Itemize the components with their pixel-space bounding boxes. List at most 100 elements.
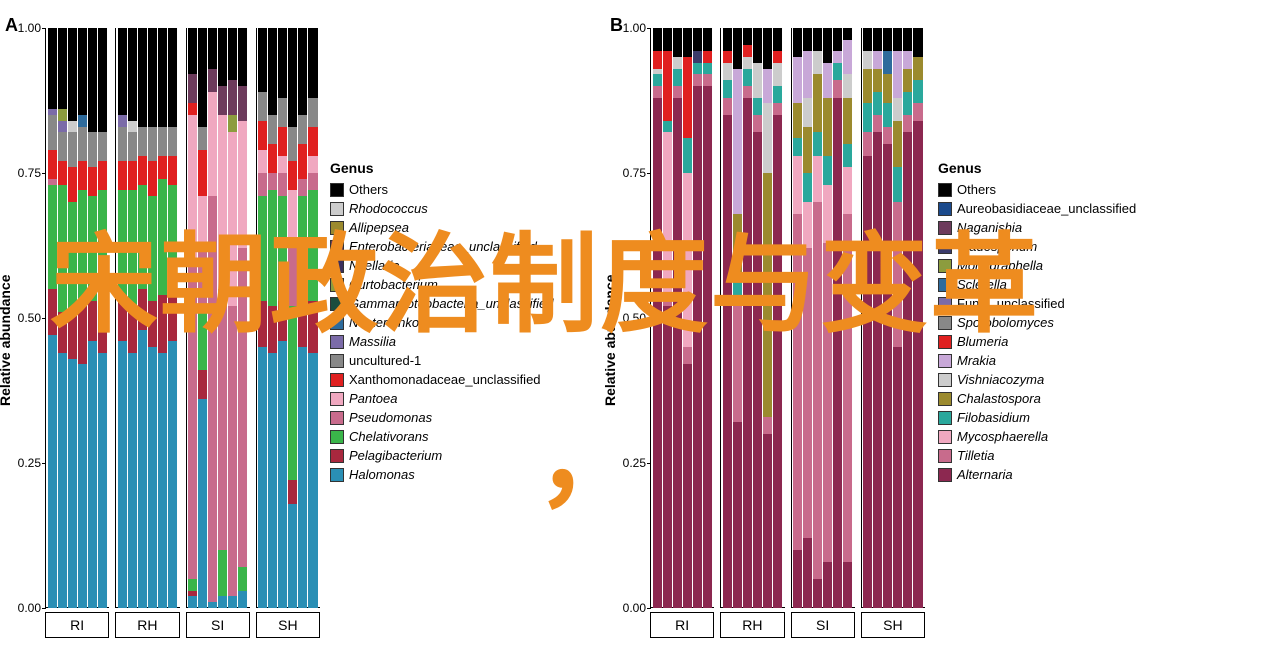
bar-segment: [198, 127, 207, 150]
stacked-bar: [753, 28, 762, 608]
bar-segment: [813, 579, 822, 608]
bar-segment: [218, 596, 227, 608]
bar-segment: [913, 121, 922, 608]
legend-swatch: [330, 240, 344, 254]
stacked-bar: [228, 28, 237, 608]
legend-swatch: [938, 392, 952, 406]
bar-segment: [873, 51, 882, 68]
bar-segment: [813, 28, 822, 51]
bar-segment: [98, 132, 107, 161]
stacked-bar: [138, 28, 147, 608]
bar-segment: [903, 92, 912, 115]
bar-segment: [208, 28, 217, 69]
bar-segment: [128, 28, 137, 121]
bar-segment: [68, 359, 77, 608]
legend-swatch: [938, 354, 952, 368]
facet-label: SI: [186, 612, 250, 638]
bar-segment: [238, 248, 247, 567]
bar-segment: [48, 115, 57, 150]
legend-item: Sclerella: [938, 275, 1136, 294]
bar-segment: [188, 260, 197, 579]
legend-swatch: [330, 202, 344, 216]
legend-swatch: [330, 430, 344, 444]
bar-segment: [58, 353, 67, 608]
legend-swatch: [330, 335, 344, 349]
stacked-bar: [98, 28, 107, 608]
bar-segment: [683, 364, 692, 608]
bar-segment: [148, 28, 157, 127]
bar-segment: [258, 150, 267, 173]
bar-segment: [773, 86, 782, 103]
legend-label: Others: [957, 182, 996, 197]
stacked-bar: [743, 28, 752, 608]
bar-segment: [48, 185, 57, 289]
bar-segment: [148, 161, 157, 196]
bar-segment: [308, 28, 317, 98]
bar-segment: [823, 185, 832, 243]
bar-segment: [723, 80, 732, 97]
legend-item: Others: [938, 180, 1136, 199]
stacked-bar: [218, 28, 227, 608]
bar-segment: [803, 248, 812, 538]
bar-segment: [218, 86, 227, 115]
bar-segment: [48, 150, 57, 179]
bar-segment: [863, 132, 872, 155]
bar-segment: [763, 69, 772, 104]
bar-segment: [148, 127, 157, 162]
bar-segment: [763, 103, 772, 173]
legend-item: Fungi_unclassified: [938, 294, 1136, 313]
bar-segment: [58, 28, 67, 109]
bar-segment: [733, 295, 742, 307]
stacked-bar: [843, 28, 852, 608]
bar-segment: [78, 28, 87, 115]
bar-segment: [198, 312, 207, 370]
bar-segment: [823, 243, 832, 562]
bar-segment: [763, 28, 772, 69]
bar-segment: [218, 550, 227, 596]
legend-swatch: [330, 411, 344, 425]
bar-segment: [48, 28, 57, 109]
bar-segment: [88, 167, 97, 196]
bar-segment: [663, 132, 672, 294]
y-tick-label: 0.25: [618, 456, 646, 470]
legend-swatch: [330, 373, 344, 387]
bar-segment: [158, 156, 167, 179]
legend-item: Aureobasidiaceae_unclassified: [938, 199, 1136, 218]
y-tick-label: 0.25: [13, 456, 41, 470]
stacked-bar: [903, 28, 912, 608]
bar-segment: [793, 138, 802, 155]
bar-segment: [873, 69, 882, 92]
bar-segment: [278, 341, 287, 608]
bar-segment: [288, 28, 297, 127]
legend-item: Mycosphaerella: [938, 427, 1136, 446]
stacked-bar: [763, 28, 772, 608]
stacked-bar: [823, 28, 832, 608]
legend-label: Pantoea: [349, 391, 397, 406]
legend-swatch: [330, 278, 344, 292]
facet-label: RH: [720, 612, 784, 638]
bar-segment: [308, 301, 317, 353]
bar-segment: [288, 161, 297, 190]
bar-segment: [58, 312, 67, 353]
bar-segment: [238, 591, 247, 608]
stacked-bar: [68, 28, 77, 608]
bar-segment: [188, 115, 197, 260]
stacked-bar: [208, 28, 217, 608]
legend-item: Xanthomonadaceae_unclassified: [330, 370, 554, 389]
stacked-bar: [663, 28, 672, 608]
bar-segment: [703, 86, 712, 608]
legend-label: Xanthomonadaceae_unclassified: [349, 372, 541, 387]
bar-segment: [843, 214, 852, 562]
legend-swatch: [938, 278, 952, 292]
bar-segment: [118, 115, 127, 127]
bar-segment: [288, 504, 297, 608]
bar-segment: [138, 185, 147, 289]
bar-segment: [208, 196, 217, 602]
bar-segment: [883, 144, 892, 608]
stacked-bar: [693, 28, 702, 608]
bar-segment: [873, 28, 882, 51]
y-tick-label: 0.50: [618, 311, 646, 325]
bar-segment: [188, 103, 197, 115]
stacked-bar: [58, 28, 67, 608]
bar-segment: [288, 127, 297, 162]
